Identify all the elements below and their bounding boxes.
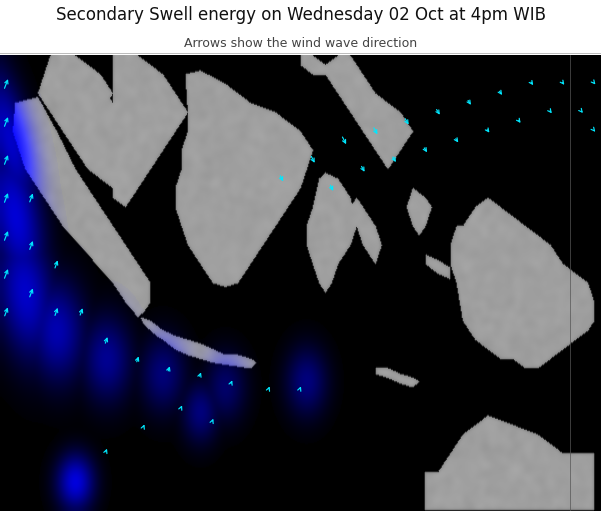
Text: Secondary Swell energy on Wednesday 02 Oct at 4pm WIB: Secondary Swell energy on Wednesday 02 O… [55, 6, 546, 24]
Text: Arrows show the wind wave direction: Arrows show the wind wave direction [184, 37, 417, 50]
